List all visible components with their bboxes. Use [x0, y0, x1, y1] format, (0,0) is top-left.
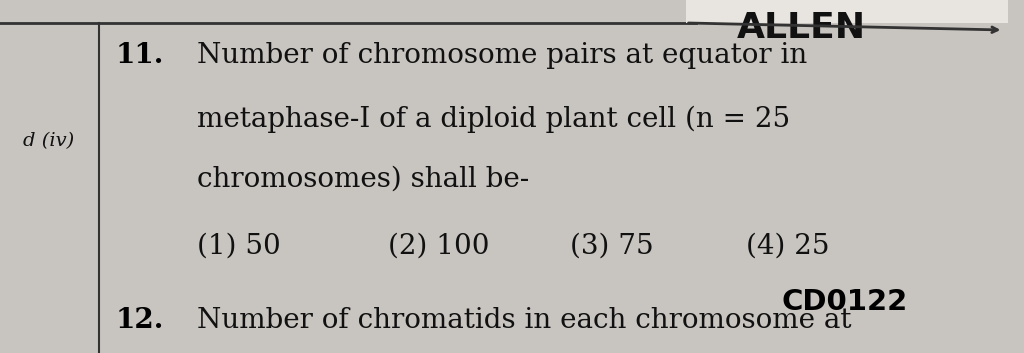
Text: (3) 75: (3) 75	[569, 233, 653, 260]
Text: d (iv): d (iv)	[23, 132, 74, 150]
Text: Number of chromosome pairs at equator in: Number of chromosome pairs at equator in	[197, 42, 807, 69]
Text: (4) 25: (4) 25	[746, 233, 829, 260]
Bar	[686, 0, 1009, 23]
Text: metaphase-I of a diploid plant cell (n = 25: metaphase-I of a diploid plant cell (n =…	[197, 106, 790, 133]
Text: 12.: 12.	[116, 307, 164, 334]
Text: 11.: 11.	[116, 42, 164, 69]
Text: Number of chromatids in each chromosome at: Number of chromatids in each chromosome …	[197, 307, 851, 334]
Text: ALLEN: ALLEN	[737, 11, 866, 45]
Text: chromosomes) shall be-: chromosomes) shall be-	[197, 166, 528, 193]
Text: CD0122: CD0122	[781, 288, 907, 316]
Text: (1) 50: (1) 50	[197, 233, 281, 260]
Text: (2) 100: (2) 100	[388, 233, 489, 260]
